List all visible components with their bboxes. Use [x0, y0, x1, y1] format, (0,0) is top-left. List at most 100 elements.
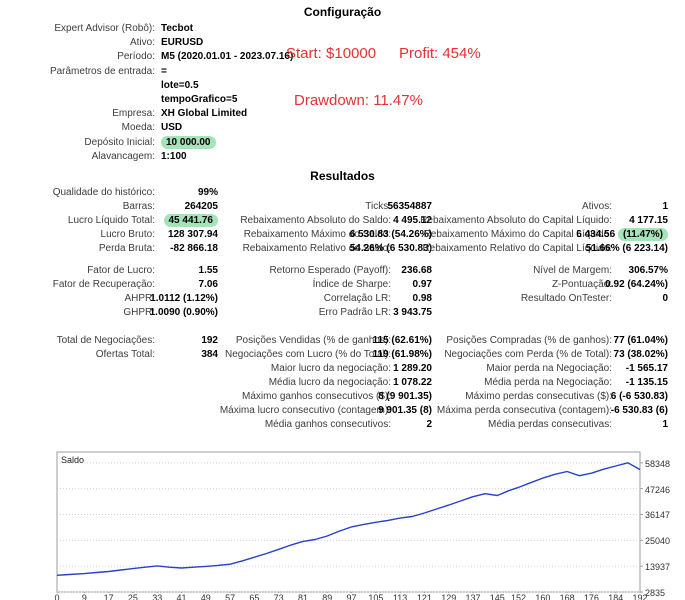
- results-row: AHPR: 1.0112 (1.12%) Correlação LR: 0.98 Res…: [0, 292, 685, 306]
- config-row: Período: M5 (2020.01.01 - 2023.07.16): [0, 50, 685, 64]
- stat-value: 1.0090 (0.90%): [149, 307, 218, 318]
- stat-value: 7.06: [198, 279, 218, 290]
- highlight-marker: (11.47%): [617, 228, 668, 241]
- config-row: Parâmetros de entrada: =: [0, 65, 685, 79]
- x-axis-label: 49: [200, 593, 211, 600]
- stat-value: 192: [201, 335, 218, 346]
- stat-label: Lucro Líquido Total:: [67, 215, 155, 226]
- annotation-drawdown: Drawdown: 11.47%: [294, 92, 423, 109]
- config-label: Alavancagem:: [91, 150, 155, 162]
- stat-value: 115 (62.61%): [372, 335, 433, 346]
- stat-label: Nível de Margem:: [533, 265, 612, 276]
- x-axis-label: 81: [297, 593, 308, 600]
- x-axis-label: 129: [441, 593, 457, 600]
- stat-value: 0.97: [412, 279, 432, 290]
- results-row: Perda Bruta: -82 866.18 Rebaixamento Relat…: [0, 242, 685, 256]
- stat-label: Média lucro da negociação:: [268, 377, 391, 388]
- config-value: USD: [161, 122, 183, 134]
- stat-label: Máximo perdas consecutivas ($):: [465, 391, 612, 402]
- stat-value: 54.26% (6 530.83): [349, 243, 432, 254]
- x-axis-label: 145: [489, 593, 505, 600]
- x-axis-label: 113: [392, 593, 408, 600]
- balance-chart-canvas: [56, 451, 643, 593]
- stat-value: 4 177.15: [629, 215, 668, 226]
- config-value: XH Global Limited: [161, 108, 248, 120]
- config-value: =: [161, 65, 167, 77]
- x-axis-label: 168: [559, 593, 575, 600]
- config-value: lote=0.5: [161, 79, 199, 91]
- x-axis-label: 121: [416, 593, 432, 600]
- config-row: tempoGrafico=5: [0, 93, 685, 107]
- stat-value: 384: [201, 349, 218, 360]
- stat-label: Negociações com Lucro (% do Total):: [224, 349, 391, 360]
- stat-value: 1.0112 (1.12%): [150, 293, 218, 304]
- config-row: lote=0.5: [0, 79, 685, 93]
- results-row: Total de Negociações: 192 Posições Vendida…: [0, 334, 685, 348]
- results-row: Máxima lucro consecutivo (contagem): 9 90…: [0, 404, 685, 418]
- stat-label: Média perdas consecutivas:: [488, 419, 612, 430]
- results-row: Fator de Lucro: 1.55 Retorno Esperado (Pay…: [0, 264, 685, 278]
- stat-value: 6 530.83 (54.26%): [349, 229, 432, 240]
- stat-label: Maior perda na Negociação:: [486, 363, 612, 374]
- stat-label: Qualidade do histórico:: [52, 187, 155, 198]
- x-axis-label: 152: [511, 593, 527, 600]
- config-value: tempoGrafico=5: [161, 94, 238, 105]
- stat-value: 0.98: [412, 293, 432, 304]
- stat-value: -6 530.83 (6): [610, 405, 668, 416]
- y-axis-label: 36147: [645, 510, 671, 521]
- stat-label: Rebaixamento Absoluto do Capital Líquido…: [420, 215, 612, 226]
- config-row: Ativo: EURUSD: [0, 36, 685, 50]
- stat-value: 119 (61.98%): [372, 349, 433, 360]
- stat-label: Barras:: [122, 201, 155, 212]
- stat-label: Rebaixamento Relativo do Capital Líquido…: [422, 243, 612, 254]
- results-row: Qualidade do histórico: 99%: [0, 186, 685, 200]
- chart-title: Saldo: [61, 455, 85, 465]
- stat-label: Retorno Esperado (Payoff):: [269, 265, 391, 276]
- x-axis-label: 0: [54, 593, 60, 600]
- stat-label: Rebaixamento Relativo do Saldo:: [242, 243, 391, 254]
- x-axis-label: 17: [103, 593, 114, 600]
- stat-label: Posições Compradas (% de ganhos):: [446, 335, 612, 346]
- x-axis-label: 57: [225, 593, 236, 600]
- y-axis-label: 2835: [645, 588, 666, 598]
- stat-label: Ticks:: [365, 201, 391, 212]
- stat-label: Total de Negociações:: [56, 335, 155, 346]
- x-axis-label: 97: [346, 593, 357, 600]
- stat-value: 4 495.12: [393, 215, 432, 226]
- config-label: Depósito Inicial:: [84, 136, 155, 148]
- y-axis-label: 25040: [645, 536, 671, 547]
- stat-label: Fator de Recuperação:: [52, 279, 155, 290]
- stat-value: -1 565.17: [625, 363, 668, 374]
- stat-value: 236.68: [401, 265, 432, 276]
- results-row: Máximo ganhos consecutivos ($): 8 (9 901.…: [0, 390, 685, 404]
- stat-label: Índice de Sharpe:: [312, 279, 391, 290]
- stat-label: Lucro Bruto:: [100, 229, 155, 240]
- y-axis-label: 58348: [645, 458, 671, 469]
- y-axis-label: 47246: [645, 484, 671, 495]
- balance-line: [56, 462, 641, 576]
- stat-value: 264205: [184, 201, 218, 212]
- config-label: Ativo:: [129, 37, 155, 49]
- x-axis-label: 160: [535, 593, 551, 600]
- config-label: Moeda:: [121, 122, 155, 134]
- stat-value: 8 (9 901.35): [378, 391, 432, 402]
- stat-label: Máxima lucro consecutivo (contagem):: [219, 405, 391, 416]
- stat-label: Média perda na Negociação:: [484, 377, 612, 388]
- balance-chart: Saldo 58348 47246 36147 25040 13937 2835 0 9 17…: [0, 450, 685, 600]
- plot-border: [56, 451, 641, 593]
- stat-value: 306.57%: [628, 265, 668, 276]
- x-axis-label: 192: [632, 593, 648, 600]
- stat-value: 2: [426, 419, 432, 430]
- x-axis-label: 41: [176, 593, 187, 600]
- config-value: EURUSD: [161, 37, 204, 49]
- stat-label: GHPR:: [123, 307, 155, 318]
- stat-value: 0: [662, 293, 668, 304]
- stat-label: Máximo ganhos consecutivos ($):: [242, 391, 391, 402]
- stat-value: 6 434.56 (11.47%): [560, 228, 668, 242]
- stat-label: Negociações com Perda (% de Total):: [444, 349, 612, 360]
- stat-label: Fator de Lucro:: [87, 265, 155, 276]
- stat-label: Ativos:: [581, 201, 612, 212]
- stat-value: 1 078.22: [393, 377, 432, 388]
- stat-value: 45 441.76: [110, 214, 218, 228]
- stat-label: Posições Vendidas (% de ganhos):: [235, 335, 391, 346]
